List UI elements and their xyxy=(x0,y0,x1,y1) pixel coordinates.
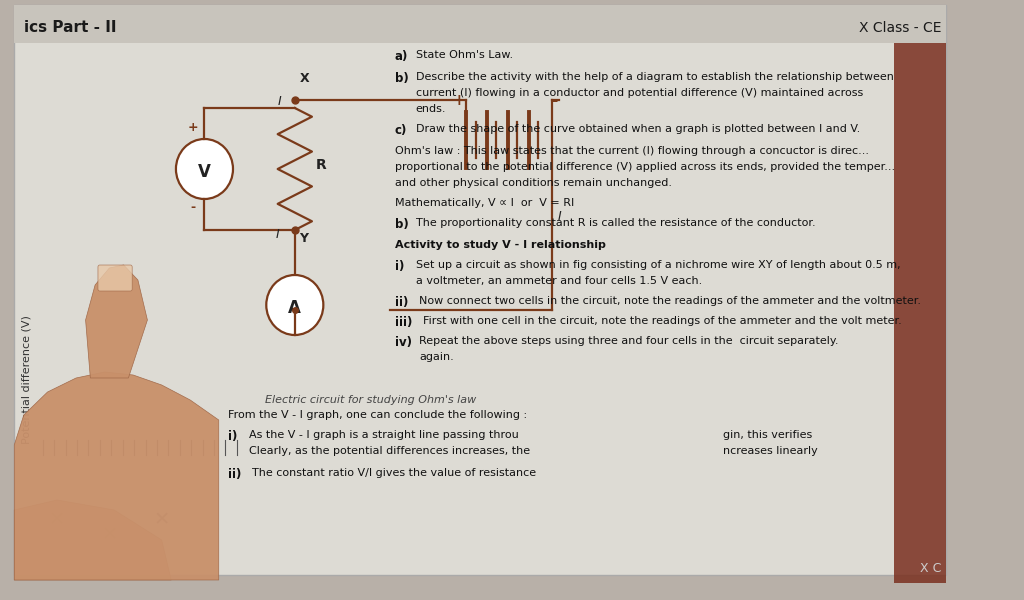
Text: proportional to the potential difference (V) applied across its ends, provided t: proportional to the potential difference… xyxy=(394,162,895,172)
Text: i): i) xyxy=(394,260,404,273)
FancyBboxPatch shape xyxy=(98,265,132,291)
Text: X C: X C xyxy=(921,562,941,575)
FancyBboxPatch shape xyxy=(14,5,946,575)
Text: Potential difference (V): Potential difference (V) xyxy=(22,316,32,445)
Bar xyxy=(14,5,946,43)
Text: +: + xyxy=(187,121,199,134)
Text: b): b) xyxy=(394,218,409,231)
Text: Describe the activity with the help of a diagram to establish the relationship b: Describe the activity with the help of a… xyxy=(416,72,894,82)
Polygon shape xyxy=(14,372,219,580)
Text: -: - xyxy=(190,201,196,214)
Text: First with one cell in the circuit, note the readings of the ammeter and the vol: First with one cell in the circuit, note… xyxy=(423,316,902,326)
Text: From the V - I graph, one can conclude the following :: From the V - I graph, one can conclude t… xyxy=(228,410,527,420)
Text: +: + xyxy=(452,93,465,108)
Text: a voltmeter, an ammeter and four cells 1.5 V each.: a voltmeter, an ammeter and four cells 1… xyxy=(416,276,701,286)
Text: again.: again. xyxy=(420,352,454,362)
Text: a): a) xyxy=(394,50,408,63)
Text: ends.: ends. xyxy=(416,104,446,114)
Text: Mathematically, V ∝ I  or  V = RI: Mathematically, V ∝ I or V = RI xyxy=(394,198,573,208)
Text: Ohm's law : This law states that the current (I) flowing through a concuctor is : Ohm's law : This law states that the cur… xyxy=(394,146,868,156)
Text: Y: Y xyxy=(300,232,308,245)
Text: Clearly, as the potential differences increases, the: Clearly, as the potential differences in… xyxy=(249,446,530,456)
Text: gin, this verifies: gin, this verifies xyxy=(723,430,812,440)
Text: X: X xyxy=(300,72,309,85)
Text: ✕: ✕ xyxy=(101,526,118,545)
Text: Draw the shape of the curve obtained when a graph is plotted between I and V.: Draw the shape of the curve obtained whe… xyxy=(416,124,860,134)
Text: ics Part - II: ics Part - II xyxy=(24,20,117,35)
Text: State Ohm's Law.: State Ohm's Law. xyxy=(416,50,513,60)
Text: i): i) xyxy=(228,430,238,443)
Text: Repeat the above steps using three and four cells in the  circuit separately.: Repeat the above steps using three and f… xyxy=(420,336,839,346)
Text: V: V xyxy=(198,163,211,181)
Text: ii): ii) xyxy=(228,468,242,481)
Text: Set up a circuit as shown in fig consisting of a nichrome wire XY of length abou: Set up a circuit as shown in fig consist… xyxy=(416,260,900,270)
Bar xyxy=(894,43,946,583)
Text: I: I xyxy=(275,228,280,241)
Text: I: I xyxy=(278,95,282,108)
Text: c): c) xyxy=(394,124,408,137)
Text: Activity to study V - I relationship: Activity to study V - I relationship xyxy=(394,240,605,250)
Text: -: - xyxy=(551,93,558,108)
Text: current (I) flowing in a conductor and potential difference (V) maintained acros: current (I) flowing in a conductor and p… xyxy=(416,88,863,98)
Text: X Class - CE: X Class - CE xyxy=(859,21,941,35)
Text: The proportionality constant R is called the resistance of the conductor.: The proportionality constant R is called… xyxy=(416,218,815,228)
Text: and other physical conditions remain unchanged.: and other physical conditions remain unc… xyxy=(394,178,672,188)
Polygon shape xyxy=(14,500,171,580)
Circle shape xyxy=(176,139,233,199)
Text: ncreases linearly: ncreases linearly xyxy=(723,446,817,456)
Text: Now connect two cells in the circuit, note the readings of the ammeter and the v: Now connect two cells in the circuit, no… xyxy=(420,296,922,306)
Text: ii): ii) xyxy=(394,296,408,309)
Circle shape xyxy=(266,275,324,335)
Text: Electric circuit for studying Ohm's law: Electric circuit for studying Ohm's law xyxy=(265,395,476,405)
Polygon shape xyxy=(86,265,147,378)
Text: iv): iv) xyxy=(394,336,412,349)
Text: As the V - I graph is a straight line passing throu: As the V - I graph is a straight line pa… xyxy=(249,430,519,440)
Text: b): b) xyxy=(394,72,409,85)
Text: I: I xyxy=(557,210,561,223)
Text: R: R xyxy=(315,158,327,172)
Text: ✕: ✕ xyxy=(154,511,170,529)
Text: The constant ratio V/I gives the value of resistance: The constant ratio V/I gives the value o… xyxy=(252,468,537,478)
Text: A: A xyxy=(289,299,301,317)
Text: iii): iii) xyxy=(394,316,412,329)
Text: ✕: ✕ xyxy=(49,511,66,529)
